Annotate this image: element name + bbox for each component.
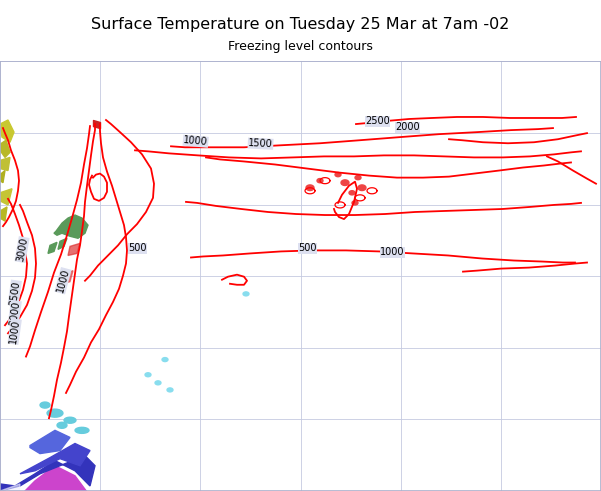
Polygon shape <box>162 357 168 361</box>
Text: 500: 500 <box>298 244 317 253</box>
Text: 1500: 1500 <box>248 138 273 149</box>
Polygon shape <box>317 179 323 183</box>
Text: 2000: 2000 <box>8 300 21 326</box>
Polygon shape <box>341 180 349 186</box>
Text: 500: 500 <box>128 244 147 253</box>
Polygon shape <box>243 292 249 296</box>
Polygon shape <box>0 207 7 221</box>
Polygon shape <box>62 271 73 284</box>
Polygon shape <box>57 422 67 428</box>
Polygon shape <box>48 243 57 253</box>
Polygon shape <box>20 443 90 474</box>
Polygon shape <box>54 215 88 238</box>
Polygon shape <box>145 373 151 377</box>
Polygon shape <box>0 120 14 142</box>
Text: 1000: 1000 <box>183 135 209 147</box>
Polygon shape <box>167 388 173 392</box>
Polygon shape <box>306 185 314 191</box>
Polygon shape <box>40 402 50 408</box>
Text: 2000: 2000 <box>395 122 419 132</box>
Text: 1000: 1000 <box>8 319 21 344</box>
Polygon shape <box>75 427 89 434</box>
Text: 3000: 3000 <box>15 237 29 263</box>
Text: 1000: 1000 <box>380 247 404 257</box>
Polygon shape <box>0 466 110 491</box>
Polygon shape <box>30 430 70 454</box>
Text: Freezing level contours: Freezing level contours <box>228 40 373 53</box>
Polygon shape <box>155 381 161 385</box>
Polygon shape <box>68 244 80 255</box>
Text: Surface Temperature on Tuesday 25 Mar at 7am -02: Surface Temperature on Tuesday 25 Mar at… <box>91 17 510 32</box>
Text: 1000: 1000 <box>55 268 71 294</box>
Polygon shape <box>0 158 10 170</box>
Polygon shape <box>349 191 355 195</box>
Text: 2500: 2500 <box>365 116 390 126</box>
Polygon shape <box>0 140 10 158</box>
Polygon shape <box>0 189 12 205</box>
Polygon shape <box>0 456 95 491</box>
Text: 2500: 2500 <box>8 280 22 306</box>
Polygon shape <box>335 172 341 177</box>
Polygon shape <box>358 185 366 191</box>
Polygon shape <box>47 409 63 417</box>
Polygon shape <box>0 484 20 491</box>
Polygon shape <box>355 175 361 180</box>
Polygon shape <box>0 170 5 183</box>
Polygon shape <box>64 417 76 423</box>
Polygon shape <box>352 201 358 205</box>
Polygon shape <box>58 238 67 249</box>
